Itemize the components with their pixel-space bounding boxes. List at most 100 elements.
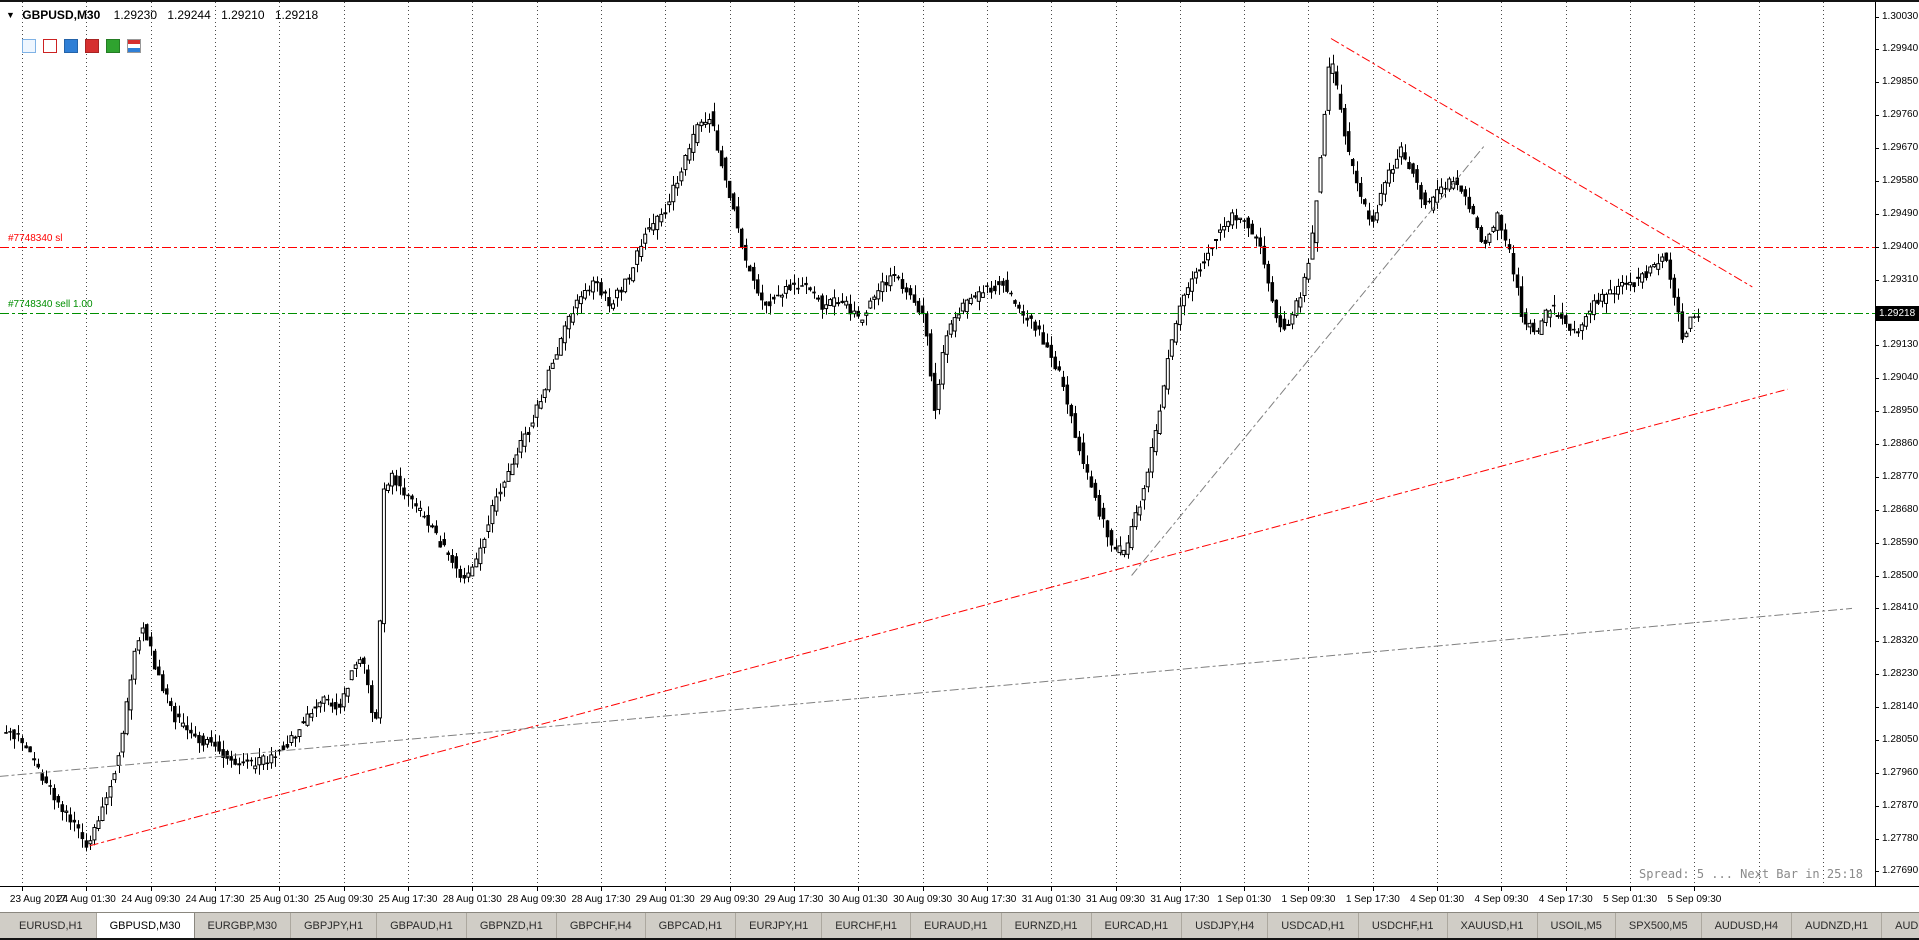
- price-tick-label: 1.28320: [1882, 635, 1919, 647]
- price-tick-mark: [1876, 707, 1879, 708]
- swatch-red-icon[interactable]: [85, 39, 99, 53]
- time-axis[interactable]: 23 Aug 2017 24 Aug 01:30 24 Aug 09:30 24 Au…: [0, 886, 1919, 912]
- time-tick-label: 25 Aug 09:30: [314, 894, 374, 905]
- time-tick-mark: [665, 887, 666, 891]
- candlestick-chart[interactable]: [0, 2, 1875, 886]
- time-tick-label: 24 Aug 01:30: [56, 894, 116, 905]
- chart-tab-gbpcad-h1[interactable]: GBPCAD,H1: [645, 913, 737, 938]
- chart-tab-bar: EURUSD,H1 GBPUSD,M30 EURGBP,M30 GBPJPY,H1 GB…: [0, 912, 1919, 938]
- chart-tab-gbpaud-h1[interactable]: GBPAUD,H1: [377, 913, 467, 938]
- price-tick-label: 1.28950: [1882, 405, 1919, 417]
- price-tick-mark: [1876, 674, 1879, 675]
- time-tick-mark: [1501, 887, 1502, 891]
- chart-tab-audusd-h4[interactable]: AUDUSD,H4: [1701, 913, 1793, 938]
- price-tick-mark: [1876, 280, 1879, 281]
- swatch-striped-icon[interactable]: [127, 39, 141, 53]
- time-tick-mark: [1308, 887, 1309, 891]
- symbol-dropdown-icon[interactable]: ▼: [6, 10, 15, 20]
- price-tick-mark: [1876, 148, 1879, 149]
- sell-order-label[interactable]: #7748340 sell 1.00: [8, 299, 93, 311]
- time-tick-label: 5 Sep 09:30: [1667, 894, 1722, 905]
- swatch-green-icon[interactable]: [106, 39, 120, 53]
- price-tick-mark: [1876, 378, 1879, 379]
- price-tick-mark: [1876, 576, 1879, 577]
- time-tick-label: 5 Sep 01:30: [1603, 894, 1658, 905]
- time-tick-mark: [1566, 887, 1567, 891]
- stop-loss-label[interactable]: #7748340 sl: [8, 232, 63, 244]
- price-tick-label: 1.29580: [1882, 174, 1919, 186]
- price-tick-mark: [1876, 740, 1879, 741]
- time-tick-mark: [86, 887, 87, 891]
- window-top-border: [0, 0, 1919, 2]
- current-price-tag: 1.29218: [1875, 306, 1919, 322]
- price-tick-mark: [1876, 181, 1879, 182]
- chart-tab-audnzd-h1[interactable]: AUDNZD,H1: [1792, 913, 1883, 938]
- time-tick-mark: [1244, 887, 1245, 891]
- spread-countdown-text: Spread: 5 ... Next Bar in 25:18: [1639, 867, 1863, 881]
- price-tick-label: 1.27960: [1882, 766, 1919, 778]
- chart-tab-usdjpy-h4[interactable]: USDJPY,H4: [1182, 913, 1269, 938]
- swatch-light-blue-outline-icon[interactable]: [22, 39, 36, 53]
- time-tick-mark: [1630, 887, 1631, 891]
- chart-tab-gbpusd-m30[interactable]: GBPUSD,M30: [96, 913, 195, 938]
- swatch-white-red-outline-icon[interactable]: [43, 39, 57, 53]
- time-tick-label: 1 Sep 01:30: [1217, 894, 1272, 905]
- chart-tab-gbpjpy-h1[interactable]: GBPJPY,H1: [291, 913, 378, 938]
- chart-tab-usdcad-h1[interactable]: USDCAD,H1: [1268, 913, 1359, 938]
- chart-tab-usdchf-h1[interactable]: USDCHF,H1: [1358, 913, 1448, 938]
- chart-tab-gbpnzd-h1[interactable]: GBPNZD,H1: [466, 913, 557, 938]
- time-tick-mark: [344, 887, 345, 891]
- time-tick-label: 4 Sep 17:30: [1538, 894, 1593, 905]
- chart-tab-audcad-daily[interactable]: AUDCAD,Daily: [1882, 913, 1919, 938]
- symbol-name: GBPUSD,M30: [22, 8, 101, 22]
- time-tick-mark: [1437, 887, 1438, 891]
- time-tick-mark: [408, 887, 409, 891]
- chart-tab-eurjpy-h1[interactable]: EURJPY,H1: [736, 913, 823, 938]
- time-tick-mark: [1694, 887, 1695, 891]
- swatch-blue-icon[interactable]: [64, 39, 78, 53]
- time-tick-label: 31 Aug 01:30: [1021, 894, 1081, 905]
- time-tick-mark: [601, 887, 602, 891]
- chart-tab-spx500-m5[interactable]: SPX500,M5: [1615, 913, 1702, 938]
- chart-tab-xauusd-h1[interactable]: XAUUSD,H1: [1447, 913, 1538, 938]
- price-tick-mark: [1876, 641, 1879, 642]
- chart-tab-usoil-m5[interactable]: USOIL,M5: [1537, 913, 1616, 938]
- time-tick-label: 24 Aug 17:30: [185, 894, 245, 905]
- time-tick-label: 4 Sep 09:30: [1474, 894, 1529, 905]
- price-axis[interactable]: 1.30030 1.29940 1.29850 1.29760 1.29670 1.295…: [1875, 2, 1919, 886]
- price-tick-label: 1.28230: [1882, 668, 1919, 680]
- price-tick-mark: [1876, 17, 1879, 18]
- time-tick-label: 29 Aug 01:30: [635, 894, 695, 905]
- chart-tab-euraud-h1[interactable]: EURAUD,H1: [911, 913, 1002, 938]
- chart-tab-eurchf-h1[interactable]: EURCHF,H1: [822, 913, 912, 938]
- bar-open-value: 1.29230: [113, 8, 158, 22]
- chart-tab-eurnzd-h1[interactable]: EURNZD,H1: [1001, 913, 1092, 938]
- time-tick-label: 28 Aug 17:30: [571, 894, 631, 905]
- chart-symbol-header: ▼ GBPUSD,M30 1.29230 1.29244 1.29210 1.2…: [6, 8, 325, 22]
- time-tick-label: 30 Aug 01:30: [828, 894, 888, 905]
- time-tick-label: 1 Sep 17:30: [1345, 894, 1400, 905]
- time-tick-label: 29 Aug 17:30: [764, 894, 824, 905]
- time-tick-label: 31 Aug 17:30: [1150, 894, 1210, 905]
- time-tick-label: 25 Aug 17:30: [378, 894, 438, 905]
- chart-area[interactable]: ▼ GBPUSD,M30 1.29230 1.29244 1.29210 1.2…: [0, 2, 1919, 886]
- price-tick-label: 1.28050: [1882, 733, 1919, 745]
- time-tick-mark: [923, 887, 924, 891]
- price-tick-mark: [1876, 82, 1879, 83]
- price-tick-label: 1.28140: [1882, 701, 1919, 712]
- chart-tab-gbpchf-h4[interactable]: GBPCHF,H4: [556, 913, 646, 938]
- time-tick-mark: [1051, 887, 1052, 891]
- time-tick-label: 30 Aug 09:30: [893, 894, 953, 905]
- chart-tab-eurcad-h1[interactable]: EURCAD,H1: [1091, 913, 1183, 938]
- chart-tab-eurusd-h1[interactable]: EURUSD,H1: [6, 913, 97, 938]
- time-tick-mark: [794, 887, 795, 891]
- time-tick-mark: [987, 887, 988, 891]
- price-tick-label: 1.27870: [1882, 799, 1919, 811]
- price-tick-label: 1.29670: [1882, 142, 1919, 154]
- price-tick-label: 1.29040: [1882, 372, 1919, 384]
- price-tick-mark: [1876, 247, 1879, 248]
- toolbar-swatch-row: [22, 39, 141, 53]
- chart-tab-eurgbp-m30[interactable]: EURGBP,M30: [194, 913, 291, 938]
- price-tick-label: 1.29940: [1882, 43, 1919, 55]
